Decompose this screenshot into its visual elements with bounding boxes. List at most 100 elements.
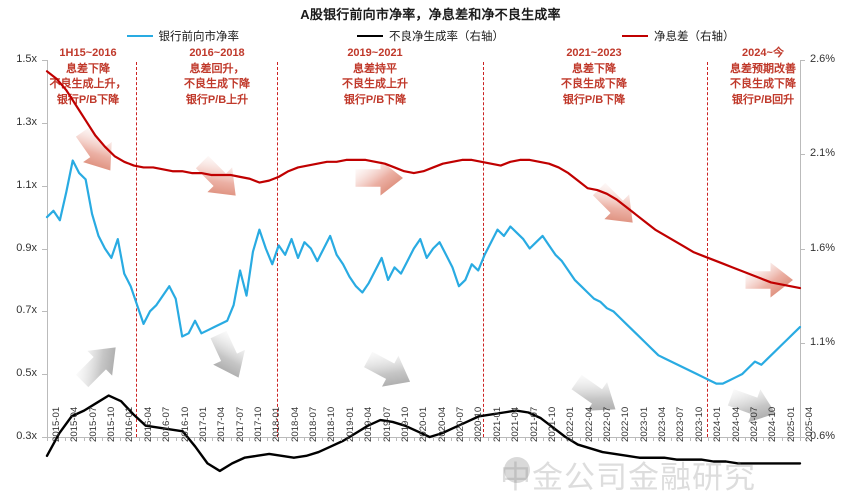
y-axis-right-tick-mark bbox=[800, 342, 805, 344]
x-axis-tick-label: 2015-07 bbox=[87, 406, 99, 442]
x-axis-tick-mark bbox=[689, 437, 691, 441]
phase-annotation-0: 1H15~2016 息差下降 不良生成上升， 银行P/B下降 bbox=[40, 46, 136, 108]
annotation-line: 不良生成下降 bbox=[561, 78, 627, 90]
phase-annotation-3: 2021~2023 息差下降 不良生成下降 银行P/B下降 bbox=[544, 46, 644, 108]
x-axis-tick-mark bbox=[157, 437, 159, 441]
x-axis-tick-label: 2016-07 bbox=[161, 406, 173, 442]
x-axis-tick-label: 2017-04 bbox=[216, 406, 228, 442]
arrow-npl-up-1 bbox=[75, 347, 116, 388]
x-axis-tick-label: 2020-04 bbox=[436, 406, 448, 442]
annotation-line: 2016~2018 bbox=[189, 47, 245, 59]
y-axis-right-tick-label: 2.1% bbox=[810, 147, 836, 160]
y-axis-right-tick-mark bbox=[800, 60, 805, 61]
x-axis-tick-mark bbox=[506, 437, 508, 441]
x-axis-tick-label: 2023-01 bbox=[638, 406, 650, 442]
x-axis-tick-mark bbox=[451, 437, 453, 441]
phase-divider-3 bbox=[707, 62, 708, 437]
x-axis-tick-mark bbox=[83, 437, 85, 441]
x-axis-tick-label: 2020-01 bbox=[418, 406, 430, 442]
x-axis-tick-label: 2024-10 bbox=[767, 406, 779, 442]
y-axis-right-tick-mark bbox=[800, 437, 805, 438]
annotation-line: 息差回升， bbox=[189, 62, 245, 75]
phase-annotations: 1H15~2016 息差下降 不良生成上升， 银行P/B下降 2016~2018 息差回升… bbox=[0, 46, 861, 141]
phase-annotation-4: 2024~今 息差预期改善 不良生成下降 银行P/B回升 bbox=[712, 46, 814, 108]
annotation-line: 银行P/B回升 bbox=[731, 93, 795, 106]
annotation-line: 银行P/B上升 bbox=[185, 93, 249, 106]
x-axis-tick-label: 2019-07 bbox=[381, 406, 393, 442]
y-axis-left-tick-mark bbox=[42, 248, 47, 250]
x-axis-tick-label: 2022-04 bbox=[583, 406, 595, 442]
annotation-line: 2024~今 bbox=[742, 47, 784, 59]
phase-divider-2 bbox=[483, 62, 484, 437]
x-axis-tick-label: 2025-01 bbox=[785, 406, 797, 442]
annotation-line: 银行P/B下降 bbox=[343, 93, 407, 106]
phase-annotation-2: 2019~2021 息差持平不良生成上升 银行P/B下降 bbox=[325, 46, 425, 108]
x-axis-line bbox=[47, 437, 800, 438]
legend-label: 银行前向市净率 bbox=[158, 31, 240, 43]
arrow-nim-flat-3 bbox=[355, 160, 403, 196]
y-axis-right-tick-label: 1.1% bbox=[810, 335, 836, 348]
annotation-line: 1H15~2016 bbox=[59, 47, 117, 59]
x-axis-tick-mark bbox=[322, 437, 324, 441]
x-axis-tick-label: 2019-01 bbox=[344, 406, 356, 442]
series-line-0 bbox=[45, 159, 802, 385]
x-axis-tick-label: 2020-07 bbox=[455, 406, 467, 442]
arrow-npl-down-4 bbox=[571, 374, 616, 411]
arrow-nim-down-4 bbox=[592, 182, 633, 223]
chart-title: A股银行前向市净率，净息差和净不良生成率 bbox=[300, 7, 561, 22]
chart-legend: 银行前向市净率 不良净生成率（右轴） 净息差（右轴） bbox=[0, 28, 861, 44]
y-axis-left-tick-label: 0.5x bbox=[16, 367, 37, 380]
legend-bank-forward-pb[interactable]: 银行前向市净率 bbox=[126, 28, 240, 44]
x-axis-tick-mark bbox=[359, 437, 361, 441]
x-axis-tick-label: 2016-10 bbox=[179, 406, 191, 442]
x-axis-tick-mark bbox=[542, 437, 544, 441]
y-axis-left-tick-mark bbox=[42, 60, 47, 61]
x-axis-tick-mark bbox=[193, 437, 195, 441]
x-axis-tick-mark bbox=[285, 437, 287, 441]
x-axis-tick-mark bbox=[579, 437, 581, 441]
x-axis-tick-label: 2016-04 bbox=[142, 406, 154, 442]
legend-nim[interactable]: 净息差（右轴） bbox=[622, 28, 735, 44]
x-axis-tick-mark bbox=[120, 437, 122, 441]
x-axis-tick-label: 2024-04 bbox=[730, 406, 742, 442]
x-axis-tick-label: 2018-01 bbox=[271, 406, 283, 442]
x-axis-tick-mark bbox=[65, 437, 67, 441]
x-axis-tick-label: 2015-01 bbox=[51, 406, 62, 442]
x-axis-tick-mark bbox=[138, 437, 140, 441]
annotation-line: 银行P/B下降 bbox=[56, 93, 120, 106]
x-axis-tick-mark bbox=[653, 437, 655, 441]
x-axis-tick-mark bbox=[47, 437, 48, 441]
x-axis-tick-label: 2016-01 bbox=[124, 406, 136, 442]
y-axis-right-tick-mark bbox=[800, 154, 805, 156]
annotation-line: 2021~2023 bbox=[566, 47, 622, 59]
x-axis-tick-mark bbox=[487, 437, 489, 441]
x-axis-tick-mark bbox=[212, 437, 214, 441]
annotation-line: 息差持平 bbox=[353, 62, 397, 75]
series-line-2 bbox=[45, 70, 802, 290]
x-axis-tick-mark bbox=[395, 437, 397, 441]
annotation-line: 2019~2021 bbox=[347, 47, 403, 59]
arrow-npl-down-2 bbox=[210, 330, 245, 378]
x-axis-tick-label: 2023-07 bbox=[675, 406, 687, 442]
x-axis-tick-mark bbox=[432, 437, 434, 441]
x-axis-tick-label: 2023-04 bbox=[657, 406, 669, 442]
x-axis-tick-label: 2022-01 bbox=[565, 406, 577, 442]
x-axis-tick-label: 2020-10 bbox=[473, 406, 485, 442]
y-axis-left-tick-label: 1.5x bbox=[16, 53, 37, 65]
x-axis-tick-label: 2019-04 bbox=[363, 406, 375, 442]
y-axis-left-tick-label: 0.9x bbox=[16, 241, 37, 254]
annotation-line: 息差预期改善 bbox=[730, 62, 796, 75]
arrow-nim-down-1 bbox=[75, 126, 112, 171]
y-axis-left-tick-mark bbox=[42, 122, 47, 124]
legend-npl-formation[interactable]: 不良净生成率（右轴） bbox=[357, 28, 504, 44]
y-axis-right-tick-label: 0.6% bbox=[810, 430, 836, 442]
x-axis-tick-mark bbox=[414, 437, 416, 441]
y-axis-left-tick-mark bbox=[42, 185, 47, 187]
annotation-line: 不良生成上升 bbox=[342, 78, 408, 90]
arrow-npl-down-5 bbox=[727, 389, 776, 423]
series-line-1 bbox=[45, 394, 802, 473]
x-axis-tick-mark bbox=[616, 437, 618, 441]
x-axis-tick-mark bbox=[763, 437, 765, 441]
x-axis-tick-mark bbox=[561, 437, 563, 441]
x-axis-tick-label: 2018-10 bbox=[326, 406, 338, 442]
